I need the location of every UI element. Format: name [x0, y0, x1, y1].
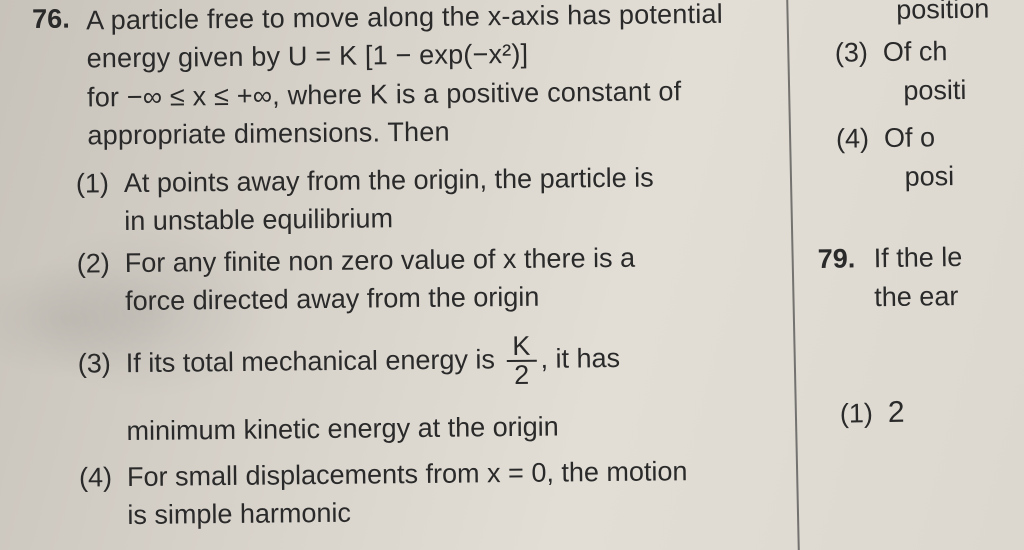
q76-option-4: (4)For small displacements from x = 0, t…	[79, 452, 780, 535]
q76-option-1: (1)At points away from the origin, the p…	[76, 158, 777, 241]
right-option-1: (1)2	[840, 391, 905, 435]
option-text-line2: in unstable equilibrium	[76, 196, 776, 241]
option-text: Of o	[884, 122, 935, 153]
fraction-k-over-2: K 2	[506, 333, 537, 389]
fraction-denominator: 2	[507, 362, 537, 389]
cut-text: posi	[836, 157, 954, 198]
option-text-line2: is simple harmonic	[79, 490, 779, 535]
q79-text-line2: the ear	[818, 277, 963, 318]
q76-number: 76.	[32, 4, 70, 35]
q79-number: 79.	[817, 239, 874, 279]
column-divider	[786, 0, 800, 550]
q76-option-3: (3)If its total mechanical energy is K 2…	[78, 330, 779, 451]
option-text: If its total mechanical energy is	[126, 344, 495, 378]
q79-text: If the le	[874, 242, 963, 273]
cut-text: positi	[835, 71, 967, 112]
fraction-numerator: K	[506, 333, 536, 362]
option-text: For small displacements from x = 0, the …	[127, 456, 688, 492]
right-option-4: (4)Of o	[836, 118, 954, 159]
q76-stem-line4: appropriate dimensions. Then	[87, 109, 787, 155]
option-text: Of ch	[883, 36, 948, 67]
option-number: (3)	[835, 33, 884, 73]
q76-stem: A particle free to move along the x-axis…	[86, 0, 788, 155]
option-number: (1)	[76, 165, 124, 203]
right-option-3: (3)Of ch	[835, 32, 967, 73]
option-text-b: , it has	[540, 343, 620, 374]
q76-option-2: (2)For any finite non zero value of x th…	[77, 238, 778, 321]
option-number: (3)	[78, 345, 126, 383]
option-text-line2: force directed away from the origin	[77, 276, 777, 321]
option-number: (2)	[77, 245, 125, 283]
option-text: 2	[888, 396, 905, 429]
cut-text: position	[896, 0, 990, 30]
option-number: (4)	[79, 459, 127, 497]
option-text: At points away from the origin, the part…	[124, 163, 654, 199]
option-text-line2: minimum kinetic energy at the origin	[78, 406, 778, 451]
page-scan: 76. A particle free to move along the x-…	[0, 0, 1024, 550]
option-number: (4)	[836, 119, 885, 159]
q79-stem: 79.If the le	[817, 238, 962, 279]
option-number: (1)	[840, 394, 889, 434]
option-text: For any finite non zero value of x there…	[125, 243, 636, 278]
